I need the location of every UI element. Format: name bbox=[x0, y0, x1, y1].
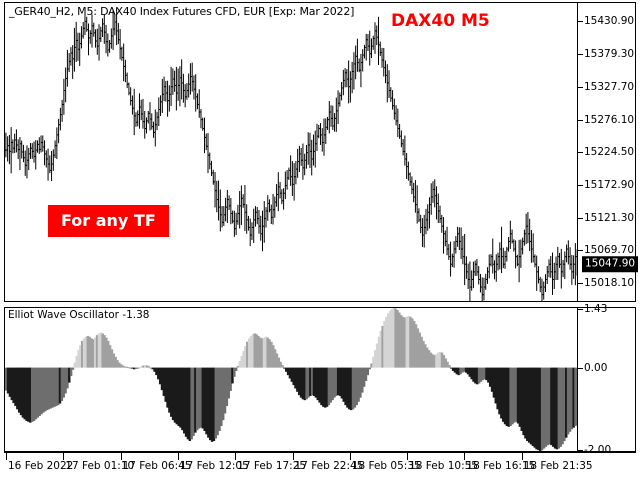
chart-title: _GER40_H2, M5: DAX40 Index Futures CFD, … bbox=[9, 5, 355, 18]
price-axis-tick bbox=[578, 283, 583, 285]
price-axis-label: 15327.70 bbox=[584, 80, 635, 93]
time-axis-tick bbox=[464, 453, 466, 460]
current-price-label: 15047.90 bbox=[582, 256, 639, 273]
price-axis-tick bbox=[578, 217, 583, 219]
price-axis-label: 15018.10 bbox=[584, 276, 635, 289]
price-axis-tick bbox=[578, 185, 583, 187]
price-axis[interactable]: 15430.90 15379.30 15327.70 15276.10 15224.50… bbox=[577, 3, 639, 301]
time-axis-label: 18 Feb 16:15 bbox=[466, 460, 536, 472]
chart-watermark-label: DAX40 M5 bbox=[391, 11, 490, 31]
time-axis-label: 17 Feb 01:10 bbox=[65, 460, 135, 472]
price-axis-tick bbox=[578, 54, 583, 56]
price-axis-label: 15379.30 bbox=[584, 47, 635, 60]
oscillator-title-label: Elliot Wave Oscillator -1.38 bbox=[8, 309, 150, 321]
price-axis-label: 15069.70 bbox=[584, 244, 635, 257]
price-axis-label: 15430.90 bbox=[584, 15, 635, 28]
time-axis-label: 18 Feb 10:55 bbox=[409, 460, 478, 472]
time-axis-label: 18 Feb 05:35 bbox=[351, 460, 421, 472]
price-axis-label: 15224.50 bbox=[584, 146, 635, 159]
time-axis-tick bbox=[120, 453, 122, 460]
oscillator-axis-tick bbox=[578, 450, 583, 451]
price-axis-tick bbox=[578, 250, 583, 252]
oscillator-axis-tick bbox=[578, 309, 583, 310]
price-axis-tick bbox=[578, 152, 583, 154]
time-axis-label: 17 Feb 12:05 bbox=[179, 460, 249, 472]
time-axis-label: 17 Feb 22:45 bbox=[294, 460, 364, 472]
time-axis-tick bbox=[349, 453, 351, 460]
oscillator-axis-tick bbox=[578, 367, 583, 369]
oscillator-panel[interactable]: Elliot Wave Oscillator -1.38 1.43 0.00 -2.… bbox=[4, 304, 636, 455]
oscillator-axis[interactable]: 1.43 0.00 -2.00 bbox=[577, 304, 635, 455]
time-axis-label: 16 Feb 2022 bbox=[8, 460, 74, 472]
time-axis-tick bbox=[6, 453, 7, 460]
price-axis-label: 15276.10 bbox=[584, 113, 635, 126]
price-axis-label: 15172.90 bbox=[584, 178, 635, 191]
oscillator-axis-label: 0.00 bbox=[584, 361, 608, 374]
time-axis-tick bbox=[63, 453, 65, 460]
price-plot-area[interactable] bbox=[5, 3, 578, 301]
time-axis-tick bbox=[521, 453, 523, 460]
time-axis-tick bbox=[235, 453, 237, 460]
time-axis-label: 18 Feb 21:35 bbox=[523, 460, 593, 472]
oscillator-axis-label: 1.43 bbox=[584, 302, 608, 315]
time-axis-label: 17 Feb 06:45 bbox=[122, 460, 192, 472]
time-axis-tick bbox=[292, 453, 294, 460]
price-bars-svg bbox=[5, 7, 578, 301]
oscillator-plot-area[interactable] bbox=[5, 308, 578, 451]
time-axis-label: 17 Feb 17:25 bbox=[237, 460, 307, 472]
time-axis-tick bbox=[407, 453, 409, 460]
price-axis-tick bbox=[578, 21, 583, 23]
price-axis-tick bbox=[578, 86, 583, 88]
price-chart-panel[interactable]: _GER40_H2, M5: DAX40 Index Futures CFD, … bbox=[4, 2, 639, 302]
for-any-tf-badge: For any TF bbox=[48, 205, 169, 237]
oscillator-histogram-svg bbox=[5, 308, 578, 451]
price-axis-label: 15121.30 bbox=[584, 211, 635, 224]
time-axis-tick bbox=[177, 453, 179, 460]
time-axis[interactable]: 16 Feb 2022 17 Feb 01:10 17 Feb 06:45 17 Fe… bbox=[4, 452, 636, 478]
price-axis-tick bbox=[578, 119, 583, 121]
oscillator-axis-label: -2.00 bbox=[584, 443, 612, 456]
